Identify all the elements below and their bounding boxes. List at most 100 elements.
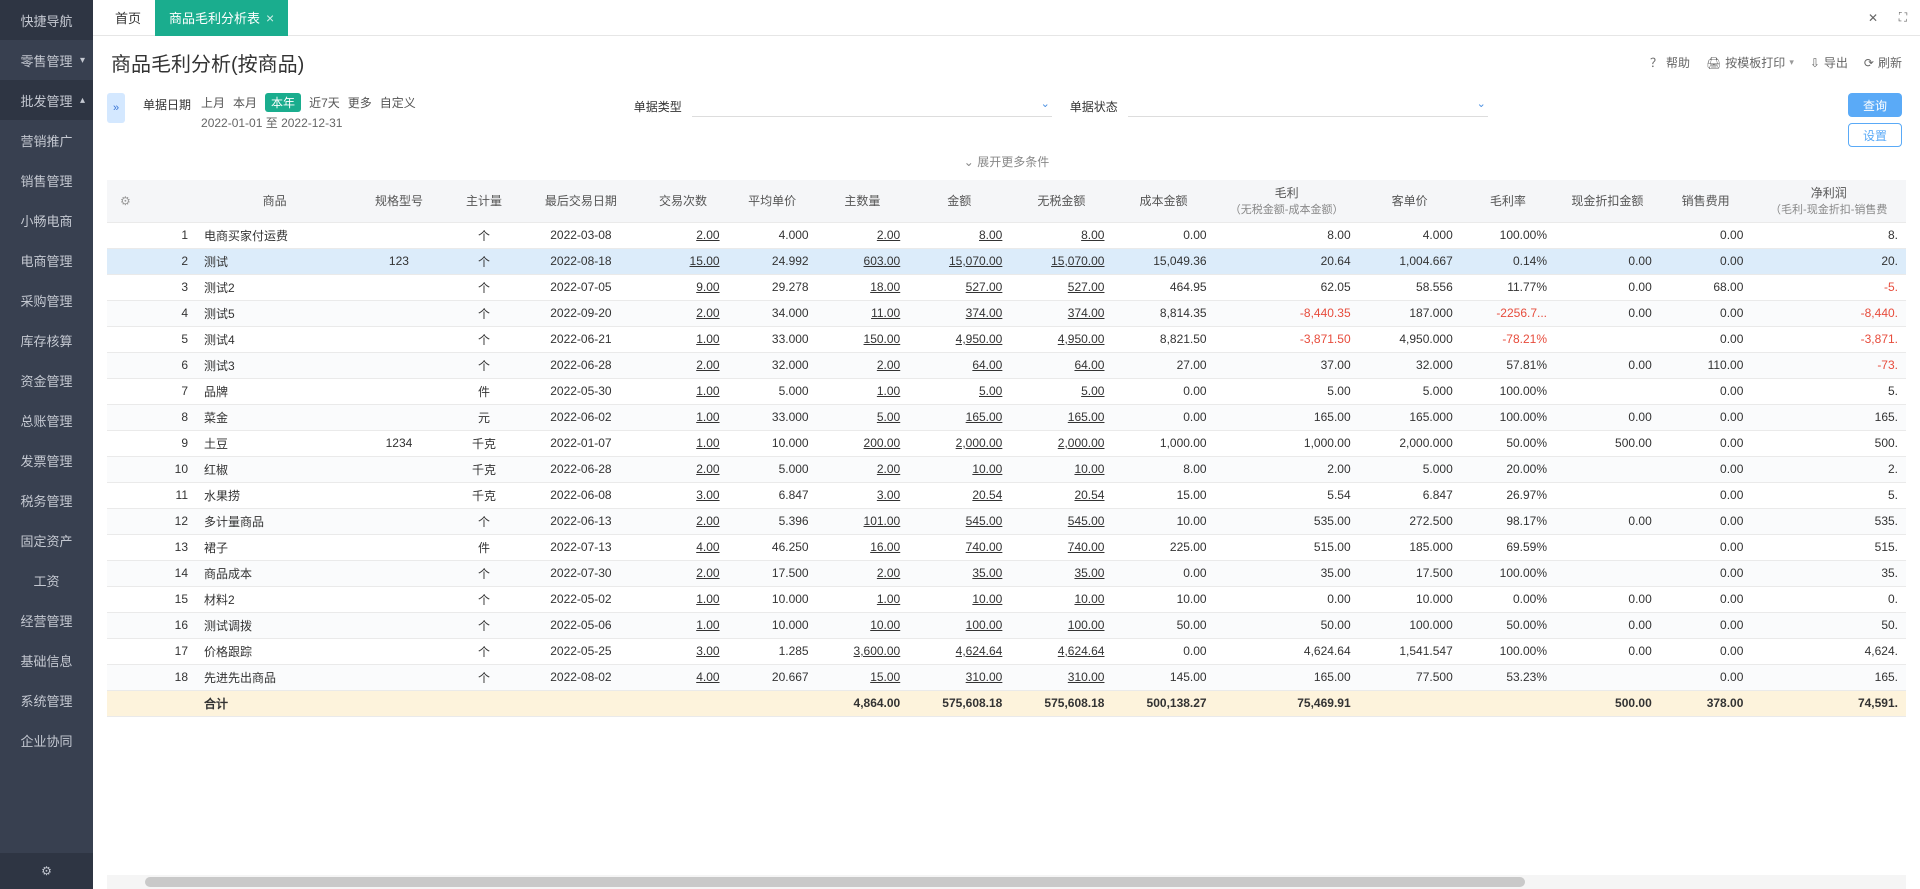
sidebar-item-2[interactable]: 批发管理▴ [0, 80, 93, 120]
tab-close-all-icon[interactable]: ✕ [1862, 7, 1884, 29]
col-idx[interactable] [144, 180, 196, 222]
table-row[interactable]: 5测试4个2022-06-211.0033.000150.004,950.004… [107, 326, 1906, 352]
table-row[interactable]: 4测试5个2022-09-202.0034.00011.00374.00374.… [107, 300, 1906, 326]
col-gross[interactable]: 毛利（无税金额-成本金额） [1215, 180, 1359, 222]
cell-times[interactable]: 2.00 [639, 560, 728, 586]
sidebar-item-1[interactable]: 零售管理▾ [0, 40, 93, 80]
sidebar-item-16[interactable]: 基础信息 [0, 640, 93, 680]
table-row[interactable]: 10红椒千克2022-06-282.005.0002.0010.0010.008… [107, 456, 1906, 482]
cell-times[interactable]: 1.00 [639, 378, 728, 404]
table-row[interactable]: 7品牌件2022-05-301.005.0001.005.005.000.005… [107, 378, 1906, 404]
expand-filters[interactable]: ⌄ 展开更多条件 [93, 147, 1920, 180]
table-row[interactable]: 15材料2个2022-05-021.0010.0001.0010.0010.00… [107, 586, 1906, 612]
settings-gear[interactable]: ⚙ [0, 853, 93, 889]
query-button[interactable]: 查询 [1848, 93, 1902, 117]
table-row[interactable]: 16测试调拨个2022-05-061.0010.00010.00100.0010… [107, 612, 1906, 638]
filter-settings-button[interactable]: 设置 [1848, 123, 1902, 147]
scrollbar-thumb[interactable] [145, 877, 1525, 887]
cell-qty[interactable]: 101.00 [817, 508, 909, 534]
sidebar-item-7[interactable]: 采购管理 [0, 280, 93, 320]
cell-notax[interactable]: 35.00 [1010, 560, 1112, 586]
cell-times[interactable]: 2.00 [639, 352, 728, 378]
cell-qty[interactable]: 2.00 [817, 456, 909, 482]
fullscreen-icon[interactable]: ⛶ [1892, 7, 1914, 29]
filter-status-select[interactable]: ⌄ [1128, 93, 1488, 117]
cell-qty[interactable]: 15.00 [817, 664, 909, 690]
cell-amt[interactable]: 527.00 [908, 274, 1010, 300]
cell-notax[interactable]: 374.00 [1010, 300, 1112, 326]
cell-times[interactable]: 2.00 [639, 456, 728, 482]
col-product[interactable]: 商品 [196, 180, 353, 222]
cell-notax[interactable]: 4,950.00 [1010, 326, 1112, 352]
print-button[interactable]: 🖨按模板打印▾ [1706, 54, 1794, 71]
cell-notax[interactable]: 100.00 [1010, 612, 1112, 638]
cell-qty[interactable]: 5.00 [817, 404, 909, 430]
col-last[interactable]: 最后交易日期 [523, 180, 638, 222]
cell-qty[interactable]: 2.00 [817, 560, 909, 586]
cell-notax[interactable]: 2,000.00 [1010, 430, 1112, 456]
sidebar-item-6[interactable]: 电商管理 [0, 240, 93, 280]
table-row[interactable]: 13裙子件2022-07-134.0046.25016.00740.00740.… [107, 534, 1906, 560]
col-fee[interactable]: 销售费用 [1660, 180, 1752, 222]
horizontal-scrollbar[interactable] [107, 875, 1906, 889]
cell-notax[interactable]: 20.54 [1010, 482, 1112, 508]
sidebar-item-12[interactable]: 税务管理 [0, 480, 93, 520]
cell-amt[interactable]: 100.00 [908, 612, 1010, 638]
sidebar-item-14[interactable]: 工资 [0, 560, 93, 600]
cell-amt[interactable]: 5.00 [908, 378, 1010, 404]
table-row[interactable]: 1电商买家付运费个2022-03-082.004.0002.008.008.00… [107, 222, 1906, 248]
cell-times[interactable]: 1.00 [639, 586, 728, 612]
col-notax[interactable]: 无税金额 [1010, 180, 1112, 222]
table-row[interactable]: 17价格跟踪个2022-05-253.001.2853,600.004,624.… [107, 638, 1906, 664]
col-times[interactable]: 交易次数 [639, 180, 728, 222]
cell-times[interactable]: 2.00 [639, 300, 728, 326]
cell-times[interactable]: 4.00 [639, 664, 728, 690]
cell-amt[interactable]: 10.00 [908, 456, 1010, 482]
cell-notax[interactable]: 310.00 [1010, 664, 1112, 690]
table-row[interactable]: 12多计量商品个2022-06-132.005.396101.00545.005… [107, 508, 1906, 534]
cell-qty[interactable]: 10.00 [817, 612, 909, 638]
col-disc[interactable]: 现金折扣金额 [1555, 180, 1660, 222]
table-row[interactable]: 18先进先出商品个2022-08-024.0020.66715.00310.00… [107, 664, 1906, 690]
sidebar-item-5[interactable]: 小畅电商 [0, 200, 93, 240]
cell-times[interactable]: 4.00 [639, 534, 728, 560]
cell-times[interactable]: 2.00 [639, 222, 728, 248]
cell-times[interactable]: 3.00 [639, 482, 728, 508]
cell-qty[interactable]: 1.00 [817, 586, 909, 612]
date-opt[interactable]: 上月 [201, 94, 225, 111]
cell-notax[interactable]: 10.00 [1010, 586, 1112, 612]
cell-qty[interactable]: 2.00 [817, 222, 909, 248]
cell-amt[interactable]: 740.00 [908, 534, 1010, 560]
cell-amt[interactable]: 545.00 [908, 508, 1010, 534]
cell-amt[interactable]: 35.00 [908, 560, 1010, 586]
table-row[interactable]: 3测试2个2022-07-059.0029.27818.00527.00527.… [107, 274, 1906, 300]
cell-notax[interactable]: 545.00 [1010, 508, 1112, 534]
filter-type-select[interactable]: ⌄ [692, 93, 1052, 117]
cell-qty[interactable]: 200.00 [817, 430, 909, 456]
cell-times[interactable]: 3.00 [639, 638, 728, 664]
sidebar-item-4[interactable]: 销售管理 [0, 160, 93, 200]
cell-amt[interactable]: 8.00 [908, 222, 1010, 248]
col-net[interactable]: 净利润（毛利-现金折扣-销售费 [1751, 180, 1906, 222]
cell-amt[interactable]: 10.00 [908, 586, 1010, 612]
cell-qty[interactable]: 1.00 [817, 378, 909, 404]
export-button[interactable]: ⇩导出 [1810, 54, 1848, 71]
cell-amt[interactable]: 374.00 [908, 300, 1010, 326]
tab-active[interactable]: 商品毛利分析表 × [155, 0, 288, 36]
sidebar-item-18[interactable]: 企业协同 [0, 720, 93, 760]
col-avgp[interactable]: 平均单价 [728, 180, 817, 222]
sidebar-item-0[interactable]: 快捷导航 [0, 0, 93, 40]
cell-amt[interactable]: 4,950.00 [908, 326, 1010, 352]
col-spec[interactable]: 规格型号 [353, 180, 445, 222]
sidebar-item-13[interactable]: 固定资产 [0, 520, 93, 560]
cell-qty[interactable]: 11.00 [817, 300, 909, 326]
sidebar-item-15[interactable]: 经营管理 [0, 600, 93, 640]
cell-times[interactable]: 2.00 [639, 508, 728, 534]
sidebar-item-9[interactable]: 资金管理 [0, 360, 93, 400]
cell-notax[interactable]: 165.00 [1010, 404, 1112, 430]
cell-times[interactable]: 9.00 [639, 274, 728, 300]
cell-notax[interactable]: 740.00 [1010, 534, 1112, 560]
cell-qty[interactable]: 150.00 [817, 326, 909, 352]
cell-amt[interactable]: 20.54 [908, 482, 1010, 508]
cell-amt[interactable]: 310.00 [908, 664, 1010, 690]
